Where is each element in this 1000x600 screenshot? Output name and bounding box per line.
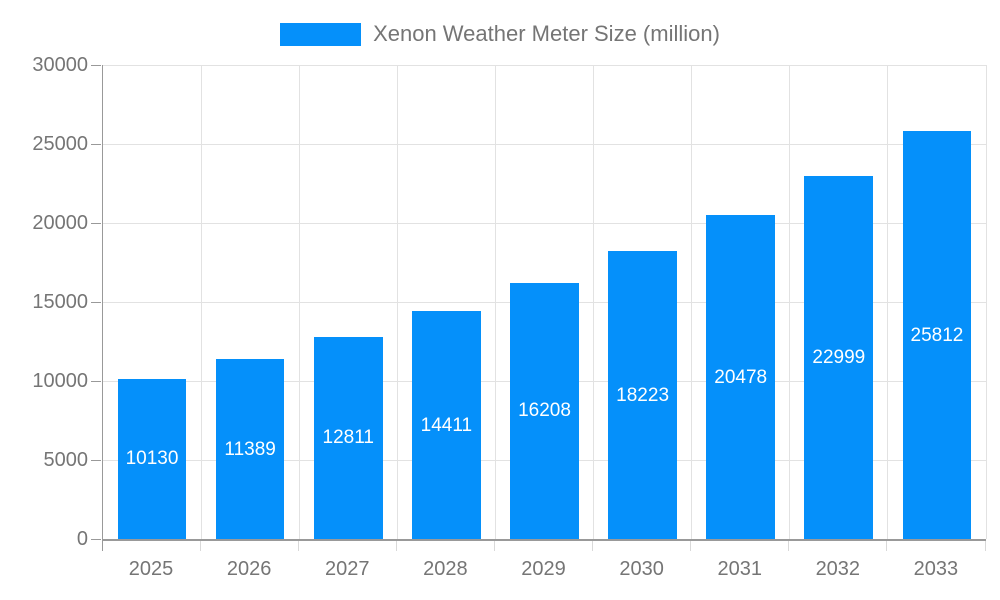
y-axis-tick (91, 222, 101, 224)
y-axis-tick (91, 143, 101, 145)
y-axis-tick (91, 538, 101, 540)
bar-2033[interactable]: 25812 (902, 131, 972, 539)
bar-value-label: 22999 (812, 346, 866, 368)
x-tick-label: 2028 (423, 558, 468, 580)
y-tick-label: 5000 (43, 449, 89, 471)
y-tick-label: 20000 (32, 212, 88, 234)
bar-2027[interactable]: 12811 (313, 336, 383, 539)
bar-value-label: 10130 (125, 448, 179, 470)
x-tick-label: 2029 (521, 558, 566, 580)
x-tick-label: 2033 (913, 558, 959, 580)
bar-2029[interactable]: 16208 (510, 282, 579, 539)
v-gridline (396, 65, 398, 539)
bar-value-label: 14411 (420, 414, 473, 436)
x-tick-label: 2030 (619, 558, 664, 580)
y-tick-label: 0 (76, 528, 88, 550)
y-axis-tick (91, 64, 101, 66)
x-tick-label: 2027 (325, 558, 370, 580)
legend-label: Xenon Weather Meter Size (million) (373, 21, 720, 46)
y-axis-tick (91, 459, 101, 461)
v-gridline (887, 65, 889, 539)
x-tick-label: 2032 (815, 558, 861, 580)
x-axis-tick (984, 541, 986, 551)
bar-value-label: 16208 (518, 400, 571, 422)
bar-value-label: 11389 (224, 438, 276, 460)
x-axis-tick (395, 541, 397, 551)
y-tick-label: 15000 (32, 291, 88, 313)
x-tick-label: 2026 (226, 558, 272, 580)
y-tick-label: 10000 (32, 370, 88, 392)
x-axis-tick (788, 541, 790, 551)
x-axis-tick (297, 541, 299, 551)
bar-value-label: 18223 (616, 384, 670, 406)
bar-2026[interactable]: 11389 (215, 359, 285, 539)
x-axis-tick (493, 541, 495, 551)
y-axis-tick (91, 301, 101, 303)
plot-area: 10130 11389 12811 14411 16208 18223 20478 22999… (102, 64, 987, 541)
bar-2032[interactable]: 22999 (804, 175, 874, 539)
y-tick-label: 30000 (32, 54, 88, 76)
v-gridline (494, 65, 496, 539)
v-gridline (298, 65, 300, 539)
v-gridline (691, 65, 693, 539)
legend[interactable]: Xenon Weather Meter Size (million) (0, 14, 1000, 54)
v-gridline (593, 65, 595, 539)
h-gridline (103, 222, 986, 224)
y-axis-tick (91, 380, 101, 382)
bar-value-label: 25812 (910, 324, 964, 346)
legend-swatch (280, 22, 362, 46)
bar-2030[interactable]: 18223 (608, 251, 677, 539)
y-tick-label: 25000 (32, 133, 88, 155)
h-gridline (103, 64, 986, 66)
x-tick-label: 2025 (128, 558, 174, 580)
bar-value-label: 20478 (714, 366, 768, 388)
v-gridline (789, 65, 791, 539)
bar-value-label: 12811 (322, 427, 374, 449)
x-axis-tick (690, 541, 692, 551)
bar-2025[interactable]: 10130 (117, 378, 187, 539)
v-gridline (985, 65, 987, 539)
x-axis-tick (199, 541, 201, 551)
bar-2028[interactable]: 14411 (412, 311, 481, 539)
x-axis-tick (101, 541, 103, 551)
x-tick-label: 2031 (717, 558, 762, 580)
v-gridline (200, 65, 202, 539)
bar-2031[interactable]: 20478 (706, 215, 776, 539)
x-axis-tick (886, 541, 888, 551)
x-axis-tick (592, 541, 594, 551)
h-gridline (103, 143, 986, 145)
